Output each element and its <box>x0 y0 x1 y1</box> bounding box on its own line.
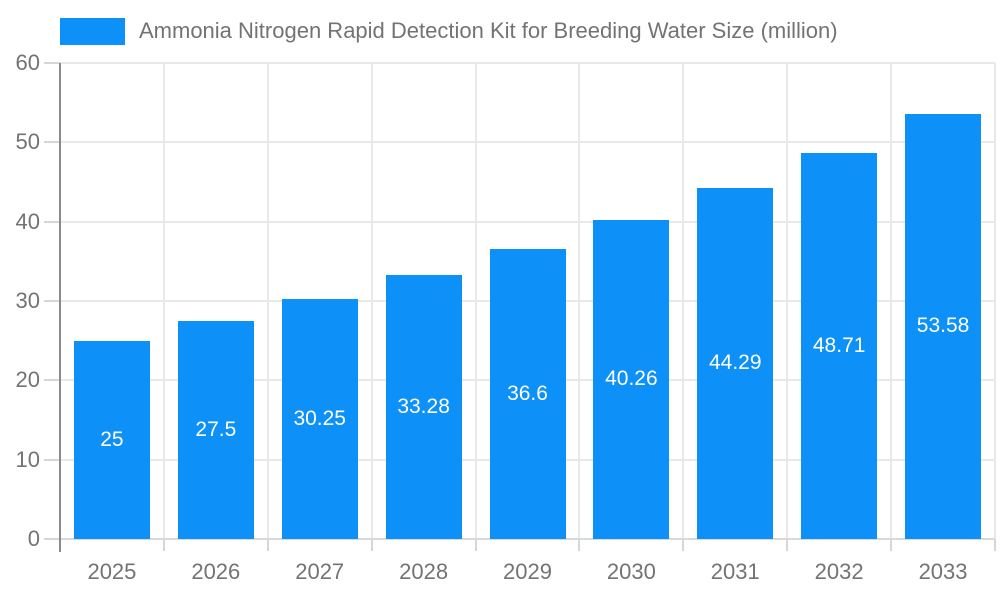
x-axis-tick <box>682 539 685 551</box>
bar <box>177 320 254 539</box>
v-gridline <box>786 63 789 539</box>
bar-value-label: 30.25 <box>293 407 346 430</box>
legend-swatch <box>60 17 125 45</box>
x-axis-line <box>60 538 995 540</box>
x-axis-tick <box>578 539 581 551</box>
bar-value-label: 48.71 <box>812 333 866 357</box>
y-axis-tick <box>44 141 60 144</box>
y-axis-tick-label: 0 <box>27 526 40 551</box>
x-axis-tick-label: 2030 <box>606 559 656 584</box>
x-axis-tick <box>994 539 996 551</box>
y-axis-tick <box>44 300 60 302</box>
x-axis-tick-label: 2031 <box>710 559 760 584</box>
bar <box>905 113 982 539</box>
legend[interactable]: Ammonia Nitrogen Rapid Detection Kit for… <box>60 16 838 46</box>
y-axis-tick-label: 10 <box>15 446 40 472</box>
bar-value-label: 36.6 <box>507 381 548 405</box>
y-axis-tick <box>44 220 60 223</box>
bar <box>489 248 566 539</box>
x-axis-tick <box>266 539 269 551</box>
x-axis-tick <box>370 539 373 551</box>
x-axis-tick <box>162 539 165 551</box>
h-gridline <box>60 141 995 144</box>
y-axis-tick-label: 60 <box>15 50 40 75</box>
y-axis-tick <box>44 379 60 382</box>
bar-value-label: 53.58 <box>916 314 970 338</box>
x-axis-tick-label: 2032 <box>814 559 864 584</box>
bar <box>385 274 462 539</box>
x-axis-tick <box>890 539 893 551</box>
x-axis-tick-label: 2026 <box>191 559 241 584</box>
x-axis-tick <box>474 539 477 551</box>
y-axis-tick-label: 50 <box>15 129 40 155</box>
v-gridline <box>162 63 165 539</box>
v-gridline <box>266 63 269 539</box>
bar-value-label: 27.5 <box>195 417 237 441</box>
y-axis-tick <box>44 62 60 64</box>
x-axis-tick-label: 2033 <box>918 559 968 584</box>
x-axis-tick <box>786 539 789 551</box>
bar <box>801 152 878 539</box>
bar-value-label: 40.26 <box>605 367 658 391</box>
bar <box>697 187 774 539</box>
v-gridline <box>890 63 893 539</box>
h-gridline <box>60 220 995 223</box>
bar-value-label: 25 <box>100 427 124 451</box>
y-axis-tick <box>44 458 60 461</box>
h-gridline <box>60 62 995 64</box>
y-axis-tick-label: 40 <box>15 208 40 234</box>
bar <box>73 340 150 539</box>
bar-value-label: 44.29 <box>708 351 762 375</box>
y-axis-line <box>59 63 61 552</box>
v-gridline <box>994 63 996 539</box>
x-axis-tick-label: 2027 <box>295 559 345 584</box>
x-axis-tick-label: 2028 <box>399 559 449 584</box>
v-gridline <box>682 63 685 539</box>
x-axis-tick-label: 2025 <box>87 559 137 584</box>
bar <box>593 219 670 539</box>
v-gridline <box>578 63 581 539</box>
bar-value-label: 33.28 <box>397 394 450 418</box>
y-axis-tick-label: 20 <box>15 367 40 393</box>
bar <box>281 299 358 539</box>
v-gridline <box>370 63 373 539</box>
legend-label: Ammonia Nitrogen Rapid Detection Kit for… <box>139 18 838 43</box>
y-axis-tick <box>44 538 60 540</box>
v-gridline <box>474 63 477 539</box>
y-axis-tick-label: 30 <box>15 288 40 313</box>
x-axis-tick-label: 2029 <box>503 559 552 584</box>
